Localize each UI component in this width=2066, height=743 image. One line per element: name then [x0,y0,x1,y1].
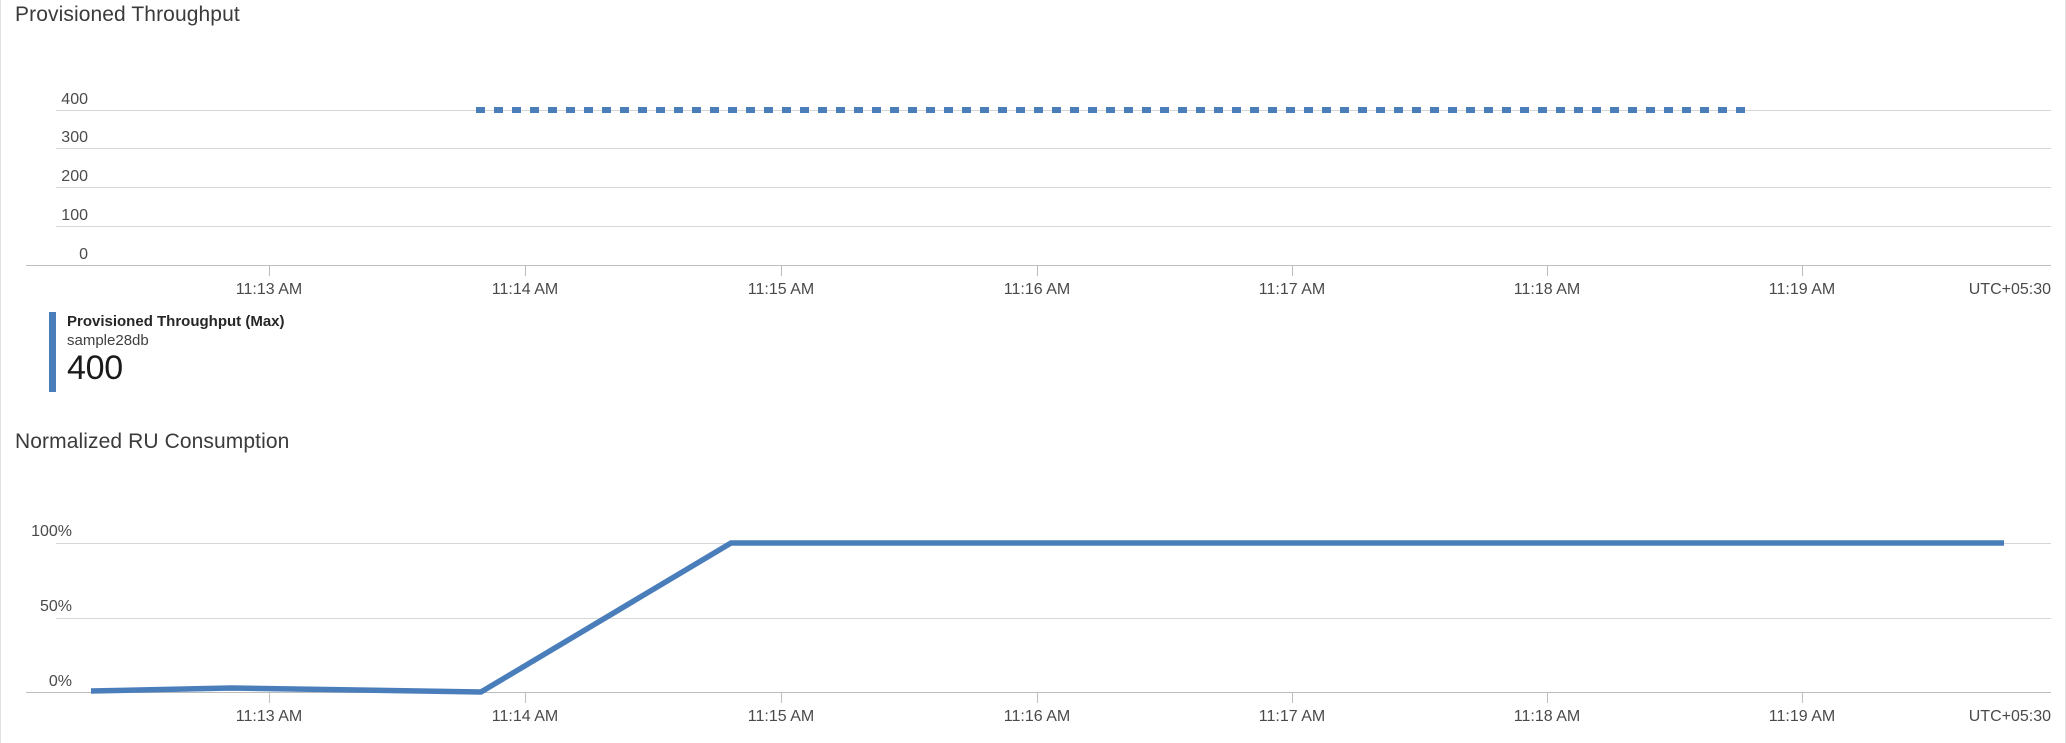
plot-area-normalized-ru-consumption: 100% 50% 0% 11:13 AM 11:14 AM 11:15 AM 1… [1,420,2065,743]
timezone-label-normalized-ru-consumption: UTC+05:30 [1968,708,2051,725]
xtick-mark-1113 [269,692,270,703]
xtick-label-1119: 11:19 AM [1768,708,1836,725]
gridline-100 [56,226,2051,227]
gridline-300 [56,148,2051,149]
legend-color-swatch [49,312,56,392]
xtick-label-1115: 11:15 AM [747,708,815,725]
xtick-mark-1114 [525,265,526,276]
xtick-mark-1118 [1547,692,1548,703]
xtick-label-1118: 11:18 AM [1513,708,1581,725]
ytick-label-50pct: 50% [39,598,72,615]
xtick-label-1115: 11:15 AM [747,281,815,298]
series-provisioned-throughput-max [476,107,1753,113]
xtick-mark-1114 [525,692,526,703]
xtick-mark-1116 [1037,692,1038,703]
xtick-mark-1119 [1802,265,1803,276]
ytick-label-0pct: 0% [48,673,72,690]
legend-series-resource: sample28db [67,332,149,349]
xtick-mark-1115 [781,692,782,703]
xtick-mark-1113 [269,265,270,276]
chart-title-provisioned-throughput: Provisioned Throughput [15,3,240,26]
axis-line-x-normalized-ru-consumption [26,692,2051,693]
gridline-50pct [56,618,2051,619]
axis-line-x-provisioned-throughput [26,265,2051,266]
xtick-label-1117: 11:17 AM [1258,708,1326,725]
xtick-mark-1117 [1292,692,1293,703]
gridline-200 [56,187,2051,188]
ytick-label-100pct: 100% [31,523,72,540]
xtick-label-1118: 11:18 AM [1513,281,1581,298]
ytick-label-300: 300 [61,129,88,146]
chart-provisioned-throughput: Provisioned Throughput 400 300 200 100 0 [1,0,2065,420]
ytick-label-400: 400 [61,91,88,108]
xtick-label-1113: 11:13 AM [235,708,303,725]
legend-provisioned-throughput[interactable]: Provisioned Throughput (Max) sample28db … [49,312,285,392]
xtick-mark-1115 [781,265,782,276]
legend-series-value: 400 [67,349,123,387]
legend-series-name: Provisioned Throughput (Max) [67,313,285,330]
xtick-label-1116: 11:16 AM [1003,708,1071,725]
xtick-mark-1118 [1547,265,1548,276]
xtick-label-1117: 11:17 AM [1258,281,1326,298]
ytick-label-200: 200 [61,168,88,185]
timezone-label-provisioned-throughput: UTC+05:30 [1968,281,2051,298]
xtick-mark-1119 [1802,692,1803,703]
xtick-label-1116: 11:16 AM [1003,281,1071,298]
legend-text-block: Provisioned Throughput (Max) sample28db … [67,312,285,392]
xtick-mark-1117 [1292,265,1293,276]
xtick-label-1113: 11:13 AM [235,281,303,298]
chart-normalized-ru-consumption: Normalized RU Consumption 100% 50% 0% 11… [1,420,2065,743]
ytick-label-100: 100 [61,207,88,224]
series-normalized-ru-consumption [90,540,2004,695]
plot-area-provisioned-throughput: 400 300 200 100 0 11:13 AM 11:14 AM 11:1… [1,0,2065,300]
xtick-mark-1116 [1037,265,1038,276]
chart-title-normalized-ru-consumption: Normalized RU Consumption [15,430,290,453]
series-line-solid [90,540,2004,695]
xtick-label-1114: 11:14 AM [491,708,559,725]
xtick-label-1114: 11:14 AM [491,281,559,298]
ytick-label-0: 0 [79,246,88,263]
xtick-label-1119: 11:19 AM [1768,281,1836,298]
